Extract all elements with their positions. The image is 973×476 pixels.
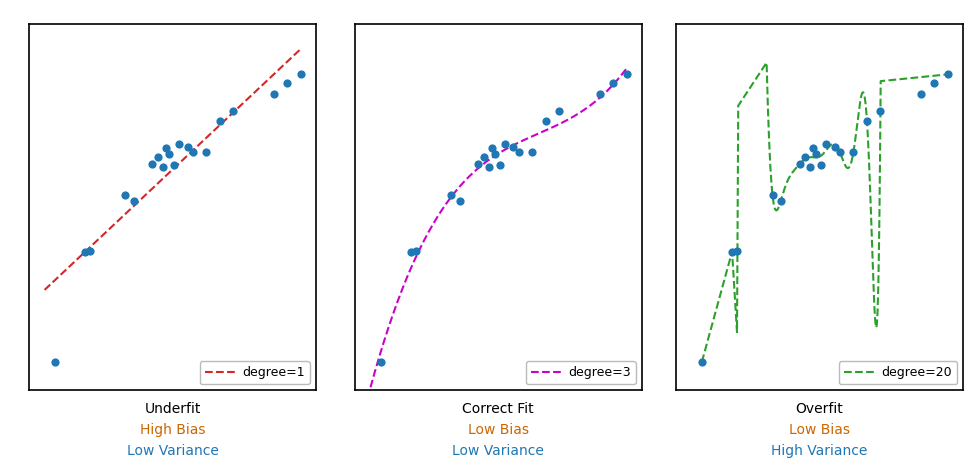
Point [159,144,174,152]
Point [524,148,540,156]
Point [773,198,788,205]
Text: Low Bias: Low Bias [468,423,528,436]
Point [212,117,228,125]
Point [765,192,780,199]
Point [226,107,241,115]
Point [485,144,500,152]
Point [940,70,955,78]
Point [47,358,62,366]
Point [605,79,621,87]
Point [806,144,821,152]
Point [506,143,522,150]
Point [913,90,928,98]
Text: Correct Fit: Correct Fit [462,402,534,416]
Point [171,140,187,148]
Point [161,150,176,158]
Point [511,148,526,156]
Point [846,148,861,156]
Legend: degree=3: degree=3 [525,361,636,384]
Point [808,150,823,158]
Point [150,153,165,161]
Text: High Bias: High Bias [140,423,206,436]
Point [724,248,739,256]
Point [126,198,141,205]
Text: Low Variance: Low Variance [452,444,544,457]
Point [403,248,418,256]
Point [77,248,92,256]
Text: Underfit: Underfit [145,402,201,416]
Point [444,192,459,199]
Point [279,79,295,87]
Point [373,358,388,366]
Point [803,163,818,171]
Point [592,90,607,98]
Point [118,192,133,199]
Point [859,117,875,125]
Point [166,161,182,169]
Text: Low Bias: Low Bias [789,423,849,436]
Point [471,160,486,168]
Point [813,161,829,169]
Point [476,153,491,161]
Point [492,161,508,169]
Point [552,107,567,115]
Point [873,107,888,115]
Point [409,248,424,255]
Point [818,140,834,148]
Point [827,143,843,150]
Point [145,160,161,168]
Point [538,117,554,125]
Point [792,160,808,168]
Point [694,358,709,366]
Point [198,148,214,156]
Point [832,148,847,156]
Point [497,140,513,148]
Point [83,248,98,255]
Point [486,150,502,158]
Point [797,153,812,161]
Point [293,70,308,78]
Point [730,248,745,255]
Text: Low Variance: Low Variance [127,444,219,457]
Point [180,143,196,150]
Text: High Variance: High Variance [771,444,868,457]
Point [619,70,634,78]
Point [266,90,281,98]
Point [451,198,467,205]
Legend: degree=20: degree=20 [839,361,957,384]
Point [185,148,200,156]
Point [482,163,497,171]
Text: Overfit: Overfit [795,402,844,416]
Legend: degree=1: degree=1 [199,361,310,384]
Point [156,163,171,171]
Point [926,79,942,87]
